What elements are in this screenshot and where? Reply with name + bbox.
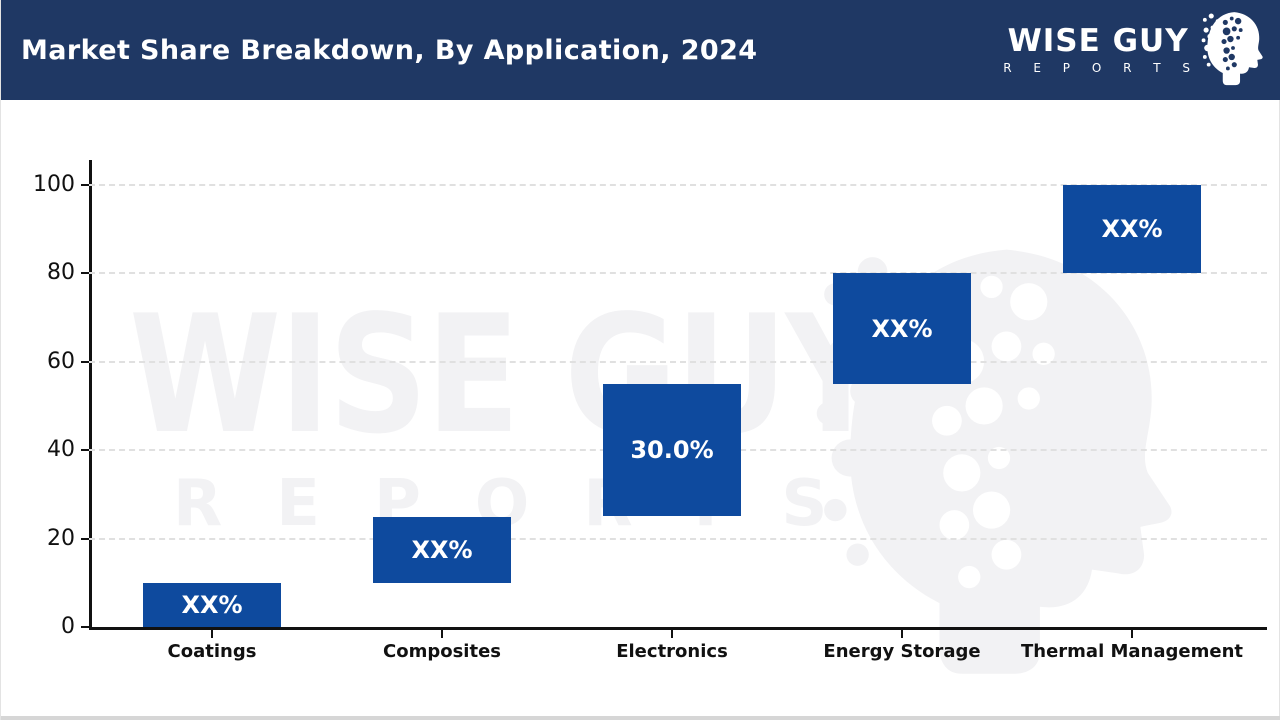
x-tick-label: Electronics [616, 641, 728, 662]
gridline-20 [89, 537, 1267, 540]
y-tick-label: 60 [47, 348, 75, 374]
x-tick-mark [1131, 630, 1133, 638]
bar-value-label: XX% [871, 314, 933, 343]
y-tick-mark [81, 449, 89, 452]
y-tick-label: 20 [47, 525, 75, 551]
x-tick-label: Energy Storage [823, 641, 981, 662]
bar-value-label: XX% [181, 590, 243, 619]
bar-electronics: 30.0% [603, 383, 741, 517]
head-profile-logo-icon [1201, 10, 1265, 90]
y-tick-mark [81, 272, 89, 275]
chart-area: WISE GUY REPORTS 0 20 40 60 80 100 XX% [1, 100, 1280, 716]
watermark-wiseguy-label: WISE GUY [129, 280, 886, 470]
y-tick-mark [81, 626, 89, 628]
x-tick-mark [671, 630, 673, 638]
gridline-60 [89, 360, 1267, 363]
gridline-80 [89, 272, 1267, 275]
bar-value-label: XX% [411, 535, 473, 564]
bottom-edge-strip [1, 716, 1280, 720]
logo-wiseguy-label: WISE GUY [1007, 22, 1189, 59]
y-tick-mark [81, 184, 89, 186]
bar-energy-storage: XX% [833, 273, 971, 384]
x-tick-mark [441, 630, 443, 638]
logo-text: WISE GUY R E P O R T S [997, 22, 1199, 75]
page-title: Market Share Breakdown, By Application, … [21, 34, 758, 66]
x-tick-label: Thermal Management [1020, 641, 1243, 662]
bar-coatings: XX% [143, 582, 281, 627]
x-tick-mark [211, 630, 213, 638]
y-axis-line [89, 160, 92, 630]
y-tick-mark [81, 537, 89, 540]
bar-value-label: 30.0% [630, 436, 714, 465]
y-tick-label: 0 [61, 614, 75, 639]
y-tick-mark [81, 360, 89, 363]
bar-composites: XX% [373, 516, 511, 583]
watermark-text: WISE GUY REPORTS [129, 280, 886, 541]
y-tick-label: 40 [47, 437, 75, 463]
x-tick-label: Coatings [167, 641, 257, 662]
x-tick-label: Composites [383, 641, 501, 662]
wiseguy-logo: WISE GUY R E P O R T S [997, 10, 1265, 90]
y-tick-label: 80 [47, 260, 75, 286]
logo-reports-label: R E P O R T S [1003, 60, 1199, 75]
bar-thermal-management: XX% [1063, 185, 1201, 274]
header-bar: Market Share Breakdown, By Application, … [1, 0, 1280, 100]
y-tick-label: 100 [33, 172, 75, 197]
gridline-100 [89, 184, 1267, 186]
bar-value-label: XX% [1101, 215, 1163, 244]
x-tick-mark [901, 630, 903, 638]
x-axis-line [89, 627, 1267, 630]
